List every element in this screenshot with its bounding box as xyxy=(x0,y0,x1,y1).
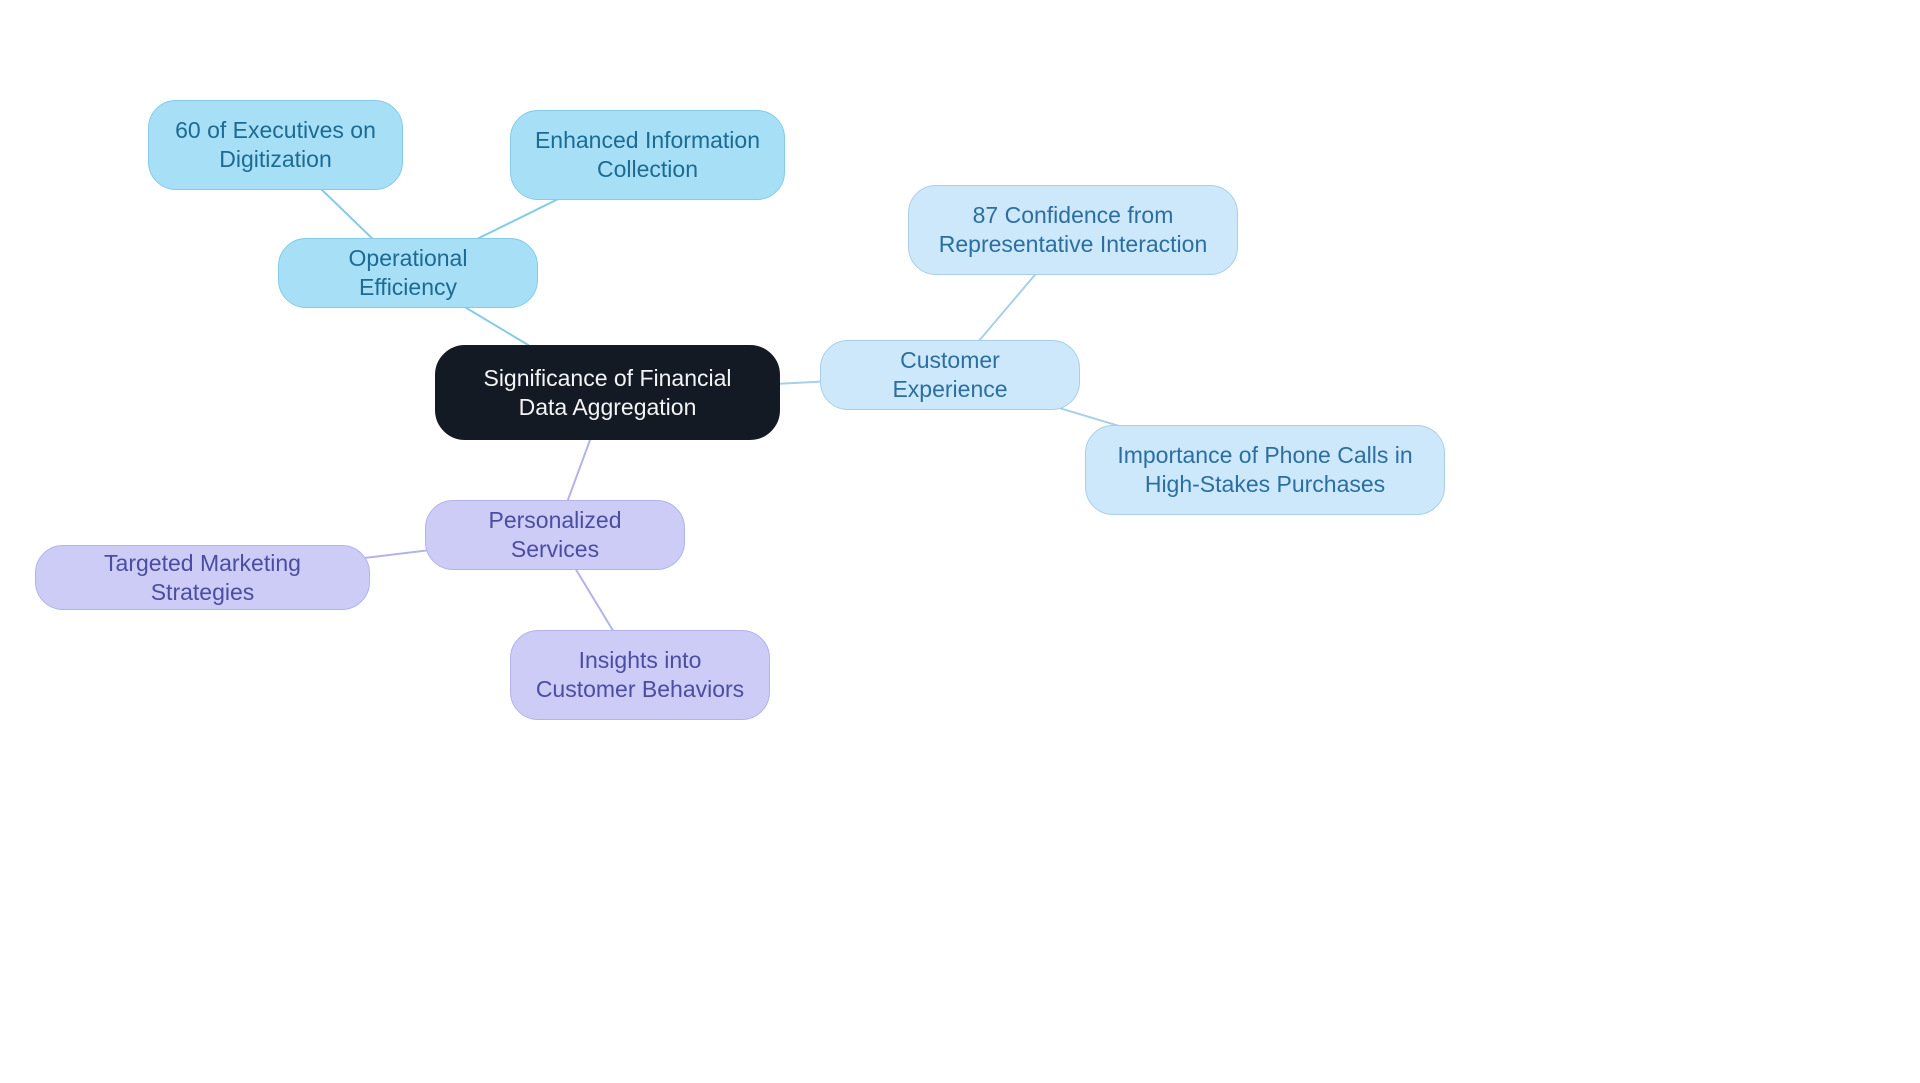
mindmap-node: Customer Experience xyxy=(820,340,1080,410)
mindmap-node: Importance of Phone Calls in High-Stakes… xyxy=(1085,425,1445,515)
node-label: Enhanced Information Collection xyxy=(533,126,762,184)
mindmap-node: Enhanced Information Collection xyxy=(510,110,785,200)
mindmap-node: Targeted Marketing Strategies xyxy=(35,545,370,610)
mindmap-canvas: Significance of Financial Data Aggregati… xyxy=(0,0,1920,1083)
node-label: 87 Confidence from Representative Intera… xyxy=(931,201,1215,259)
mindmap-node: Personalized Services xyxy=(425,500,685,570)
node-label: Customer Experience xyxy=(843,346,1057,404)
node-label: Personalized Services xyxy=(448,506,662,564)
node-label: Importance of Phone Calls in High-Stakes… xyxy=(1108,441,1422,499)
mindmap-node: Operational Efficiency xyxy=(278,238,538,308)
node-label: Operational Efficiency xyxy=(301,244,515,302)
node-label: Insights into Customer Behaviors xyxy=(533,646,747,704)
node-label: 60 of Executives on Digitization xyxy=(171,116,380,174)
mindmap-node: 87 Confidence from Representative Intera… xyxy=(908,185,1238,275)
mindmap-node: Significance of Financial Data Aggregati… xyxy=(435,345,780,440)
mindmap-node: 60 of Executives on Digitization xyxy=(148,100,403,190)
node-label: Targeted Marketing Strategies xyxy=(58,549,347,607)
mindmap-node: Insights into Customer Behaviors xyxy=(510,630,770,720)
node-label: Significance of Financial Data Aggregati… xyxy=(458,364,757,422)
